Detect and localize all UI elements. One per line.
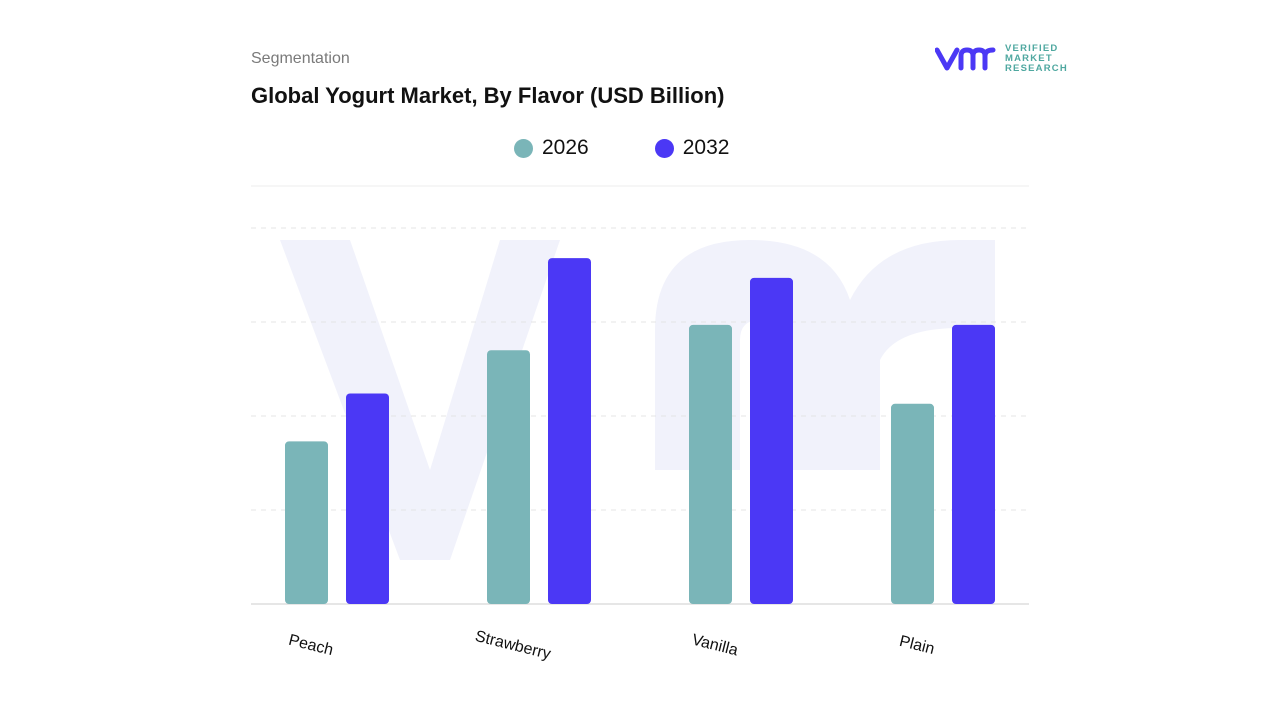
x-tick-label: Vanilla (690, 632, 740, 660)
section-label: Segmentation (251, 50, 350, 67)
bar-vanilla-2026 (689, 324, 732, 604)
bar-peach-2026 (285, 441, 328, 604)
legend-item: 2032 (654, 136, 730, 160)
bar-strawberry-2026 (487, 350, 530, 604)
bar-plain-2032 (952, 324, 995, 604)
logo: VERIFIED MARKET RESEARCH (935, 44, 1068, 74)
logo-line: VERIFIED (1005, 43, 1059, 54)
watermark-shape (655, 240, 995, 470)
legend-item: 2026 (514, 136, 589, 160)
bar-peach-2032 (346, 393, 389, 604)
x-tick-label: Strawberry (473, 628, 552, 663)
bar-strawberry-2032 (548, 258, 591, 604)
bar-plain-2026 (891, 403, 934, 604)
legend: 2026 2032 (514, 136, 729, 160)
legend-label: 2032 (682, 136, 730, 159)
legend-dot (654, 138, 674, 158)
logo-line: RESEARCH (1005, 63, 1068, 74)
logo-line: MARKET (1005, 53, 1053, 64)
vmr-logo-icon (935, 47, 996, 71)
watermark-shape (280, 240, 560, 560)
x-tick-label: Peach (287, 632, 335, 659)
chart-title: Global Yogurt Market, By Flavor (USD Bil… (251, 83, 725, 108)
legend-dot (514, 138, 533, 158)
bar-vanilla-2032 (750, 277, 793, 604)
x-tick-label: Plain (898, 633, 937, 658)
legend-label: 2026 (542, 136, 589, 159)
